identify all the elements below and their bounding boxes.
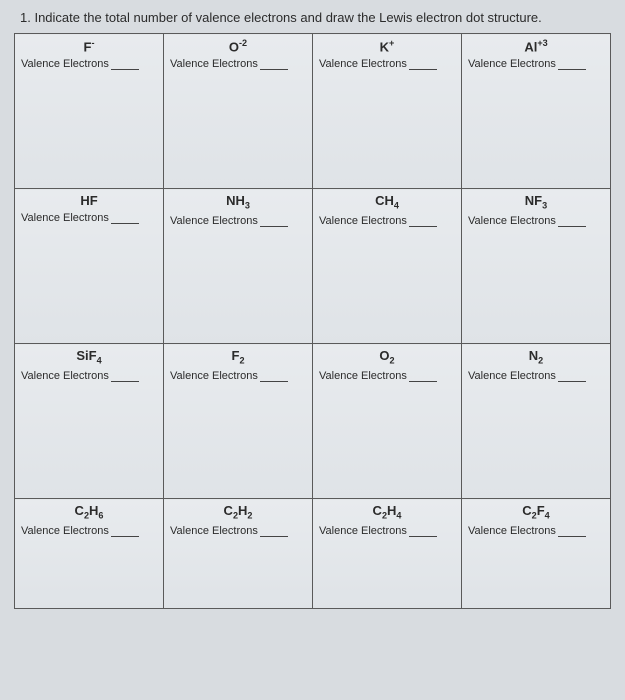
worksheet-cell: K+ Valence Electrons bbox=[313, 34, 462, 189]
valence-electrons-line: Valence Electrons bbox=[319, 215, 455, 227]
ve-label: Valence Electrons bbox=[319, 370, 407, 382]
valence-electrons-line: Valence Electrons bbox=[21, 370, 157, 382]
formula-label: HF bbox=[21, 193, 157, 208]
ve-blank[interactable] bbox=[260, 226, 288, 227]
worksheet-cell: SiF4 Valence Electrons bbox=[15, 344, 164, 499]
ve-blank[interactable] bbox=[111, 381, 139, 382]
valence-electrons-line: Valence Electrons bbox=[468, 525, 604, 537]
valence-electrons-line: Valence Electrons bbox=[170, 215, 306, 227]
formula-label: F2 bbox=[170, 348, 306, 366]
valence-electrons-line: Valence Electrons bbox=[21, 58, 157, 70]
formula-label: O2 bbox=[319, 348, 455, 366]
formula-label: NH3 bbox=[170, 193, 306, 211]
ve-label: Valence Electrons bbox=[170, 58, 258, 70]
ve-label: Valence Electrons bbox=[319, 215, 407, 227]
ve-blank[interactable] bbox=[558, 381, 586, 382]
ve-blank[interactable] bbox=[558, 226, 586, 227]
ve-label: Valence Electrons bbox=[170, 370, 258, 382]
ve-blank[interactable] bbox=[409, 69, 437, 70]
valence-electrons-line: Valence Electrons bbox=[170, 370, 306, 382]
worksheet-cell: O2 Valence Electrons bbox=[313, 344, 462, 499]
worksheet-table: F-Valence ElectronsO-2Valence ElectronsK… bbox=[14, 33, 611, 609]
ve-blank[interactable] bbox=[260, 381, 288, 382]
worksheet-cell: O-2 Valence Electrons bbox=[164, 34, 313, 189]
formula-label: NF3 bbox=[468, 193, 604, 211]
formula-label: F- bbox=[21, 38, 157, 54]
valence-electrons-line: Valence Electrons bbox=[468, 215, 604, 227]
worksheet-cell: F- Valence Electrons bbox=[15, 34, 164, 189]
ve-blank[interactable] bbox=[111, 223, 139, 224]
ve-label: Valence Electrons bbox=[319, 58, 407, 70]
valence-electrons-line: Valence Electrons bbox=[170, 58, 306, 70]
table-row: C2H6 Valence Electrons C2H2 Valence Electro… bbox=[15, 499, 611, 609]
ve-label: Valence Electrons bbox=[21, 212, 109, 224]
valence-electrons-line: Valence Electrons bbox=[21, 212, 157, 224]
valence-electrons-line: Valence Electrons bbox=[468, 58, 604, 70]
valence-electrons-line: Valence Electrons bbox=[319, 370, 455, 382]
ve-label: Valence Electrons bbox=[21, 58, 109, 70]
worksheet-cell: C2H2 Valence Electrons bbox=[164, 499, 313, 609]
worksheet-cell: C2F4 Valence Electrons bbox=[462, 499, 611, 609]
table-row: SiF4 Valence Electrons F2 Valence Electrons… bbox=[15, 344, 611, 499]
ve-blank[interactable] bbox=[409, 226, 437, 227]
worksheet-cell: F2 Valence Electrons bbox=[164, 344, 313, 499]
valence-electrons-line: Valence Electrons bbox=[21, 525, 157, 537]
formula-label: C2F4 bbox=[468, 503, 604, 521]
instruction-text: 1. Indicate the total number of valence … bbox=[14, 10, 611, 25]
worksheet-cell: CH4 Valence Electrons bbox=[313, 189, 462, 344]
ve-blank[interactable] bbox=[558, 536, 586, 537]
worksheet-cell: N2 Valence Electrons bbox=[462, 344, 611, 499]
formula-label: SiF4 bbox=[21, 348, 157, 366]
worksheet-cell: C2H4 Valence Electrons bbox=[313, 499, 462, 609]
ve-blank[interactable] bbox=[111, 536, 139, 537]
worksheet-cell: C2H6 Valence Electrons bbox=[15, 499, 164, 609]
ve-label: Valence Electrons bbox=[319, 525, 407, 537]
ve-label: Valence Electrons bbox=[468, 525, 556, 537]
ve-label: Valence Electrons bbox=[468, 215, 556, 227]
ve-label: Valence Electrons bbox=[170, 525, 258, 537]
ve-blank[interactable] bbox=[409, 381, 437, 382]
ve-label: Valence Electrons bbox=[468, 58, 556, 70]
ve-label: Valence Electrons bbox=[170, 215, 258, 227]
valence-electrons-line: Valence Electrons bbox=[319, 58, 455, 70]
worksheet-cell: NF3 Valence Electrons bbox=[462, 189, 611, 344]
valence-electrons-line: Valence Electrons bbox=[170, 525, 306, 537]
formula-label: Al+3 bbox=[468, 38, 604, 54]
formula-label: C2H2 bbox=[170, 503, 306, 521]
formula-label: N2 bbox=[468, 348, 604, 366]
formula-label: O-2 bbox=[170, 38, 306, 54]
table-row: F-Valence ElectronsO-2Valence ElectronsK… bbox=[15, 34, 611, 189]
ve-blank[interactable] bbox=[260, 536, 288, 537]
ve-label: Valence Electrons bbox=[468, 370, 556, 382]
ve-blank[interactable] bbox=[558, 69, 586, 70]
formula-label: K+ bbox=[319, 38, 455, 54]
formula-label: C2H4 bbox=[319, 503, 455, 521]
ve-label: Valence Electrons bbox=[21, 525, 109, 537]
ve-label: Valence Electrons bbox=[21, 370, 109, 382]
valence-electrons-line: Valence Electrons bbox=[468, 370, 604, 382]
formula-label: C2H6 bbox=[21, 503, 157, 521]
formula-label: CH4 bbox=[319, 193, 455, 211]
valence-electrons-line: Valence Electrons bbox=[319, 525, 455, 537]
ve-blank[interactable] bbox=[409, 536, 437, 537]
worksheet-cell: Al+3 Valence Electrons bbox=[462, 34, 611, 189]
ve-blank[interactable] bbox=[260, 69, 288, 70]
worksheet-cell: NH3 Valence Electrons bbox=[164, 189, 313, 344]
ve-blank[interactable] bbox=[111, 69, 139, 70]
table-row: HFValence ElectronsNH3Valence ElectronsC… bbox=[15, 189, 611, 344]
worksheet-cell: HF Valence Electrons bbox=[15, 189, 164, 344]
